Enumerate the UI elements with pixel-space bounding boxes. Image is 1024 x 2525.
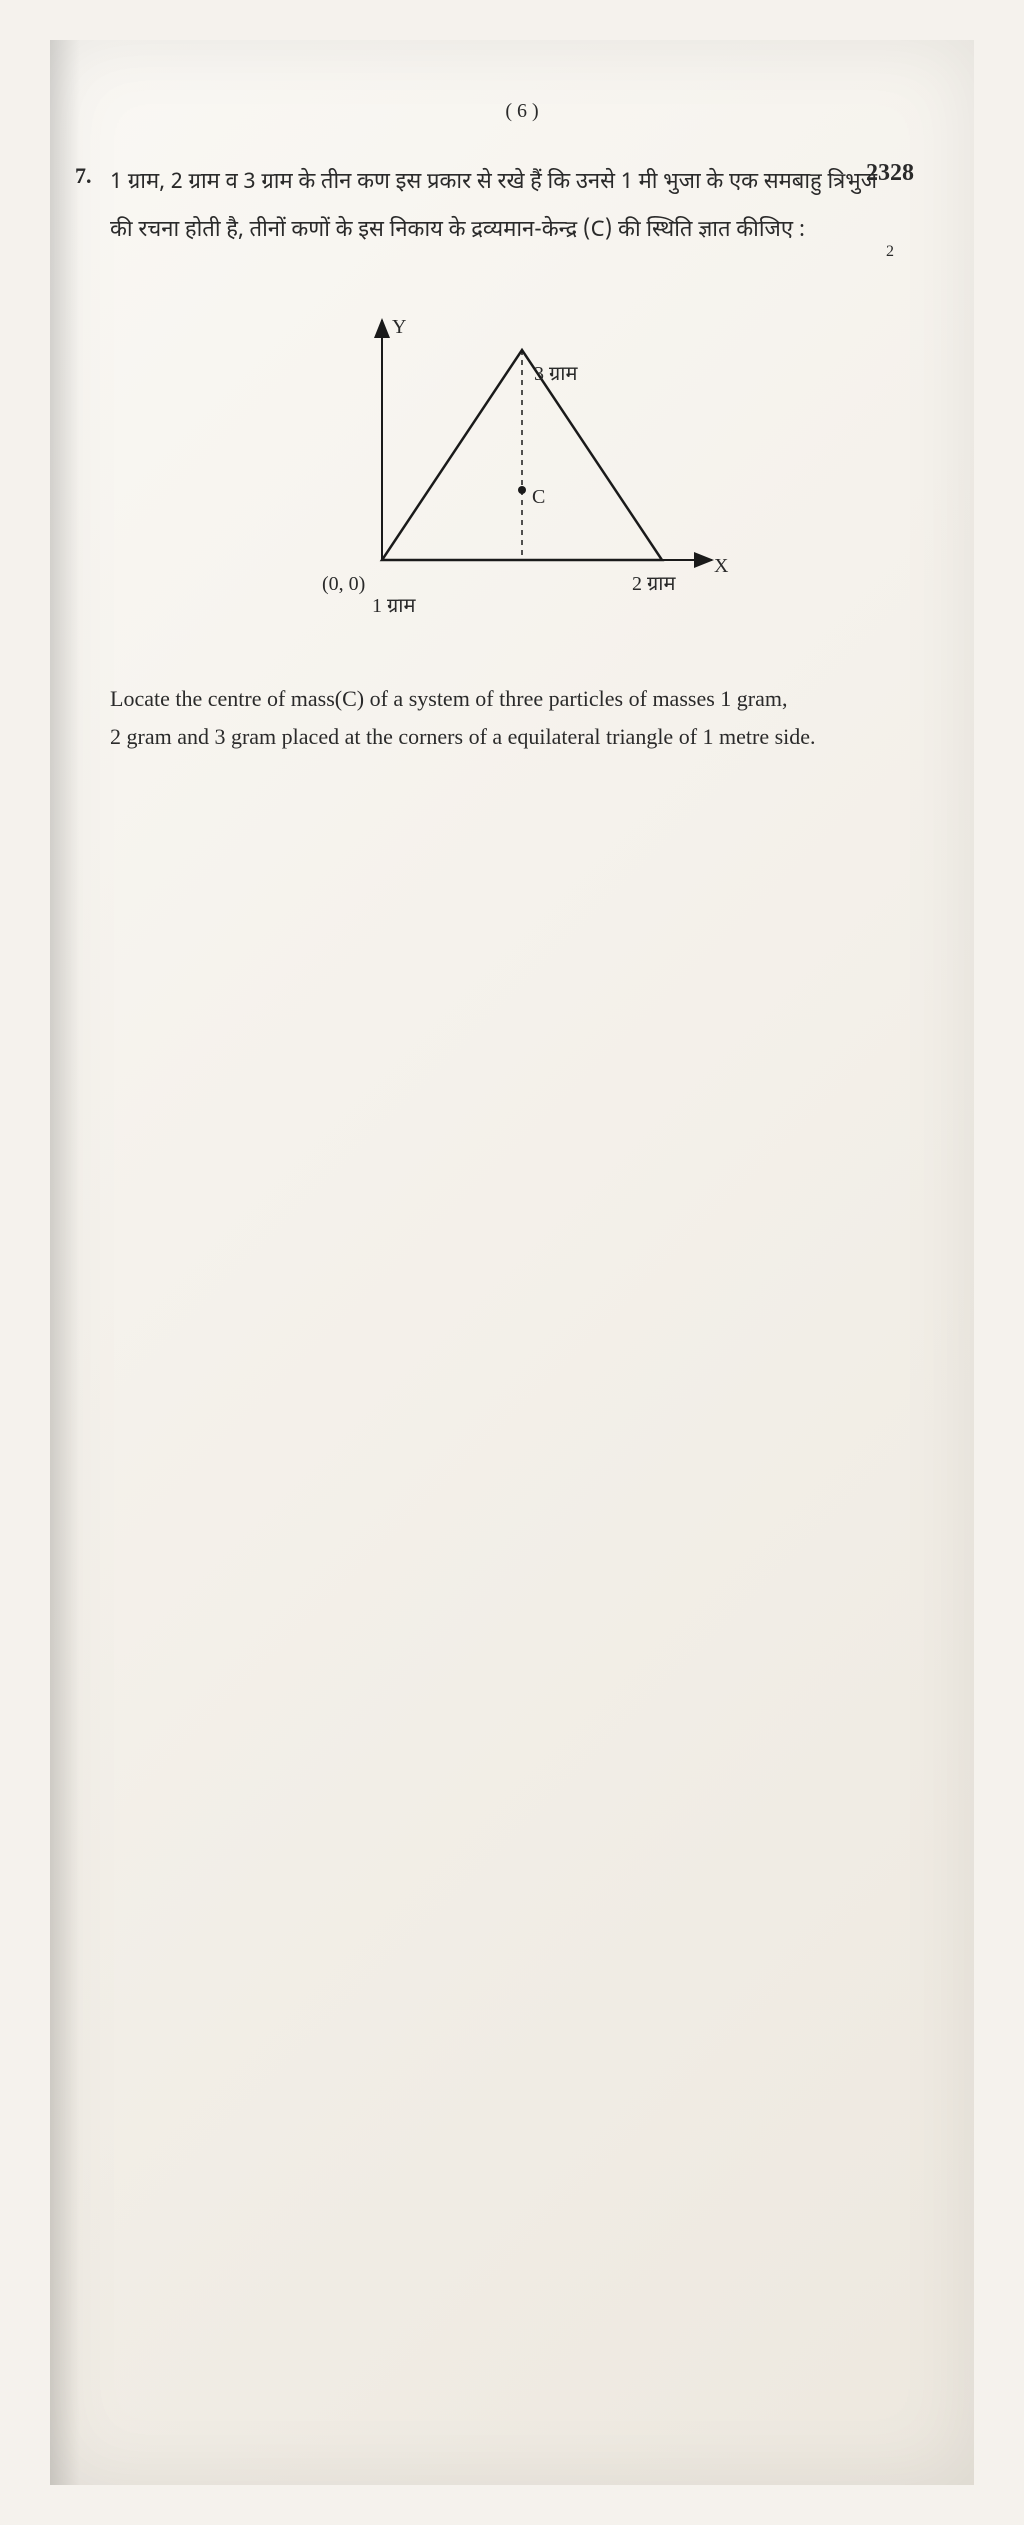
y-axis-label: Y	[392, 316, 406, 339]
page-number-top: ( 6 )	[110, 100, 934, 123]
hindi-line-2: की रचना होती है, तीनों कणों के इस निकाय …	[110, 211, 934, 251]
question-block: 7. 1 ग्राम, 2 ग्राम व 3 ग्राम के तीन कण …	[110, 163, 934, 755]
triangle-diagram: Y X 3 ग्राम 1 ग्राम 2 ग्राम (0, 0) C	[312, 300, 732, 620]
hindi-text-block: 1 ग्राम, 2 ग्राम व 3 ग्राम के तीन कण इस …	[110, 163, 934, 250]
left-vertex-label: 1 ग्राम	[372, 595, 415, 621]
diagram-container: Y X 3 ग्राम 1 ग्राम 2 ग्राम (0, 0) C	[110, 300, 934, 620]
hindi-line-1: 1 ग्राम, 2 ग्राम व 3 ग्राम के तीन कण इस …	[110, 163, 934, 203]
english-line-1: Locate the centre of mass(C) of a system…	[110, 680, 934, 717]
english-line-2: 2 gram and 3 gram placed at the corners …	[110, 718, 934, 755]
english-text-block: Locate the centre of mass(C) of a system…	[110, 680, 934, 755]
page-container: ( 6 ) 2328 7. 1 ग्राम, 2 ग्राम व 3 ग्राम…	[50, 40, 974, 2485]
page-binding-shadow	[50, 40, 80, 2485]
origin-label: (0, 0)	[322, 573, 365, 596]
centroid-label: C	[532, 486, 545, 509]
centroid-dot	[518, 486, 526, 494]
margin-number: 2	[886, 243, 894, 261]
right-vertex-label: 2 ग्राम	[632, 573, 675, 599]
top-vertex-label: 3 ग्राम	[534, 363, 577, 389]
x-axis-label: X	[714, 555, 728, 578]
question-number: 7.	[75, 163, 92, 189]
